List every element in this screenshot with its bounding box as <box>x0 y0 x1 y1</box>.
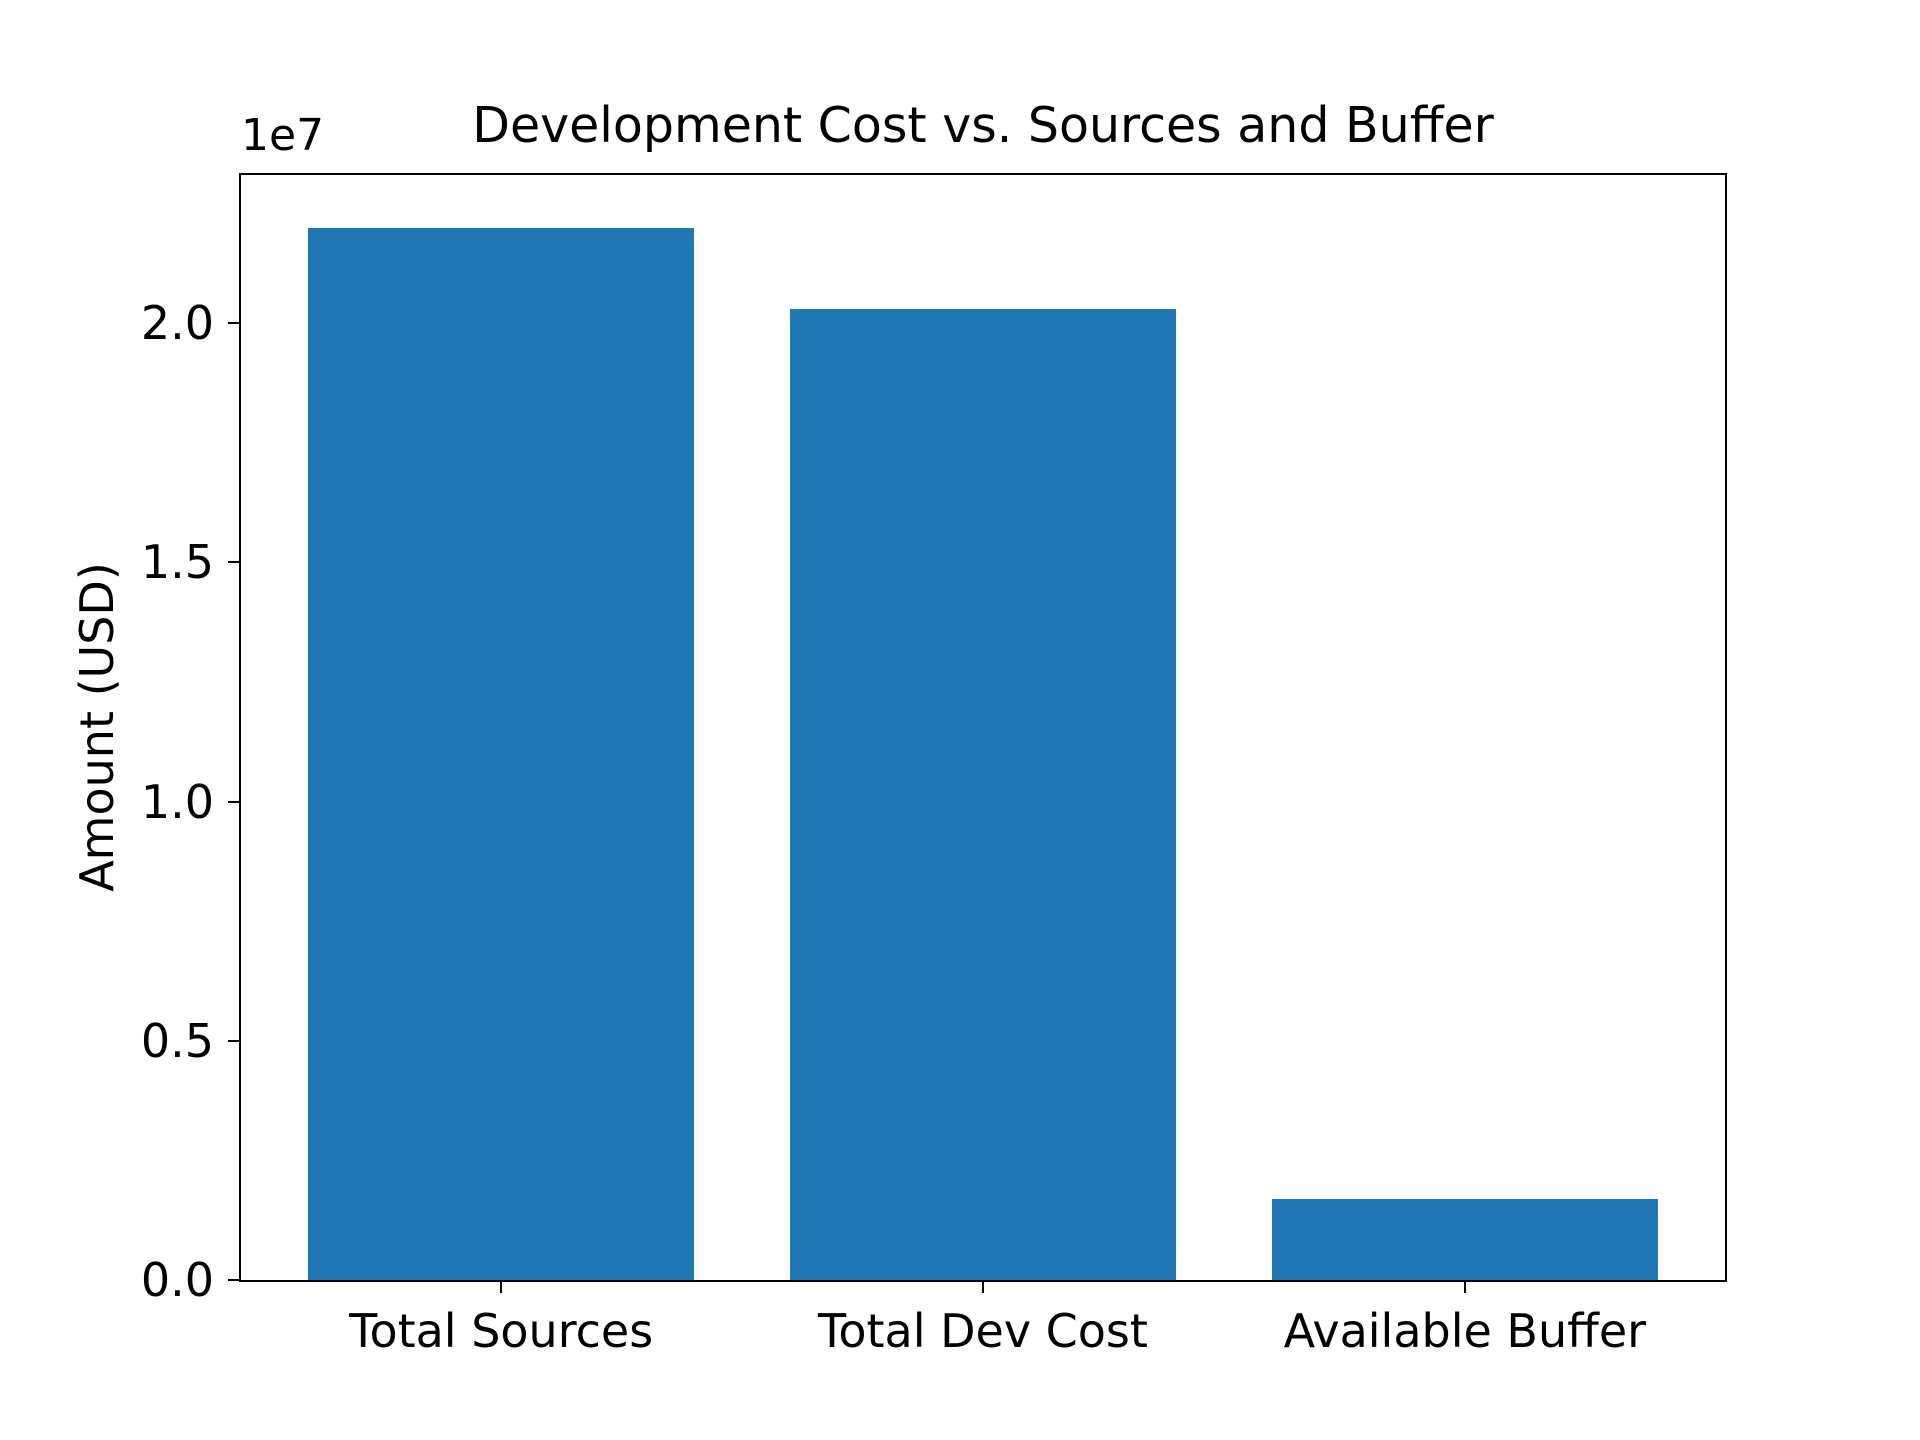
x-tick-label-available-buffer: Available Buffer <box>1283 1304 1647 1358</box>
bar-available-buffer <box>1272 1198 1658 1280</box>
bar-total-dev-cost <box>790 308 1176 1280</box>
x-tick-label-total-dev-cost: Total Dev Cost <box>818 1304 1148 1358</box>
y-tick-label-2.0: 2.0 <box>140 296 214 351</box>
y-tick-label-1.5: 1.5 <box>140 535 214 590</box>
x-tick-total-sources <box>500 1280 503 1293</box>
chart-title: Development Cost vs. Sources and Buffer <box>472 97 1494 154</box>
x-tick-available-buffer <box>1463 1280 1466 1293</box>
bar-total-sources <box>308 227 694 1280</box>
y-tick-label-1.0: 1.0 <box>140 774 214 829</box>
y-tick-label-0.0: 0.0 <box>140 1253 214 1307</box>
y-tick-0.0 <box>228 1279 241 1281</box>
y-tick-1.0 <box>228 800 241 803</box>
x-tick-total-dev-cost <box>982 1280 984 1293</box>
y-tick-1.5 <box>228 561 241 564</box>
x-tick-label-total-sources: Total Sources <box>349 1304 654 1358</box>
y-axis-label: Amount (USD) <box>70 562 124 892</box>
y-tick-label-0.5: 0.5 <box>140 1013 214 1068</box>
y-axis-offset-text: 1e7 <box>241 110 325 161</box>
y-tick-0.5 <box>228 1039 241 1042</box>
plot-area: Total Sources Total Dev Cost Available Buf… <box>141 173 1727 1356</box>
y-tick-2.0 <box>228 322 241 325</box>
